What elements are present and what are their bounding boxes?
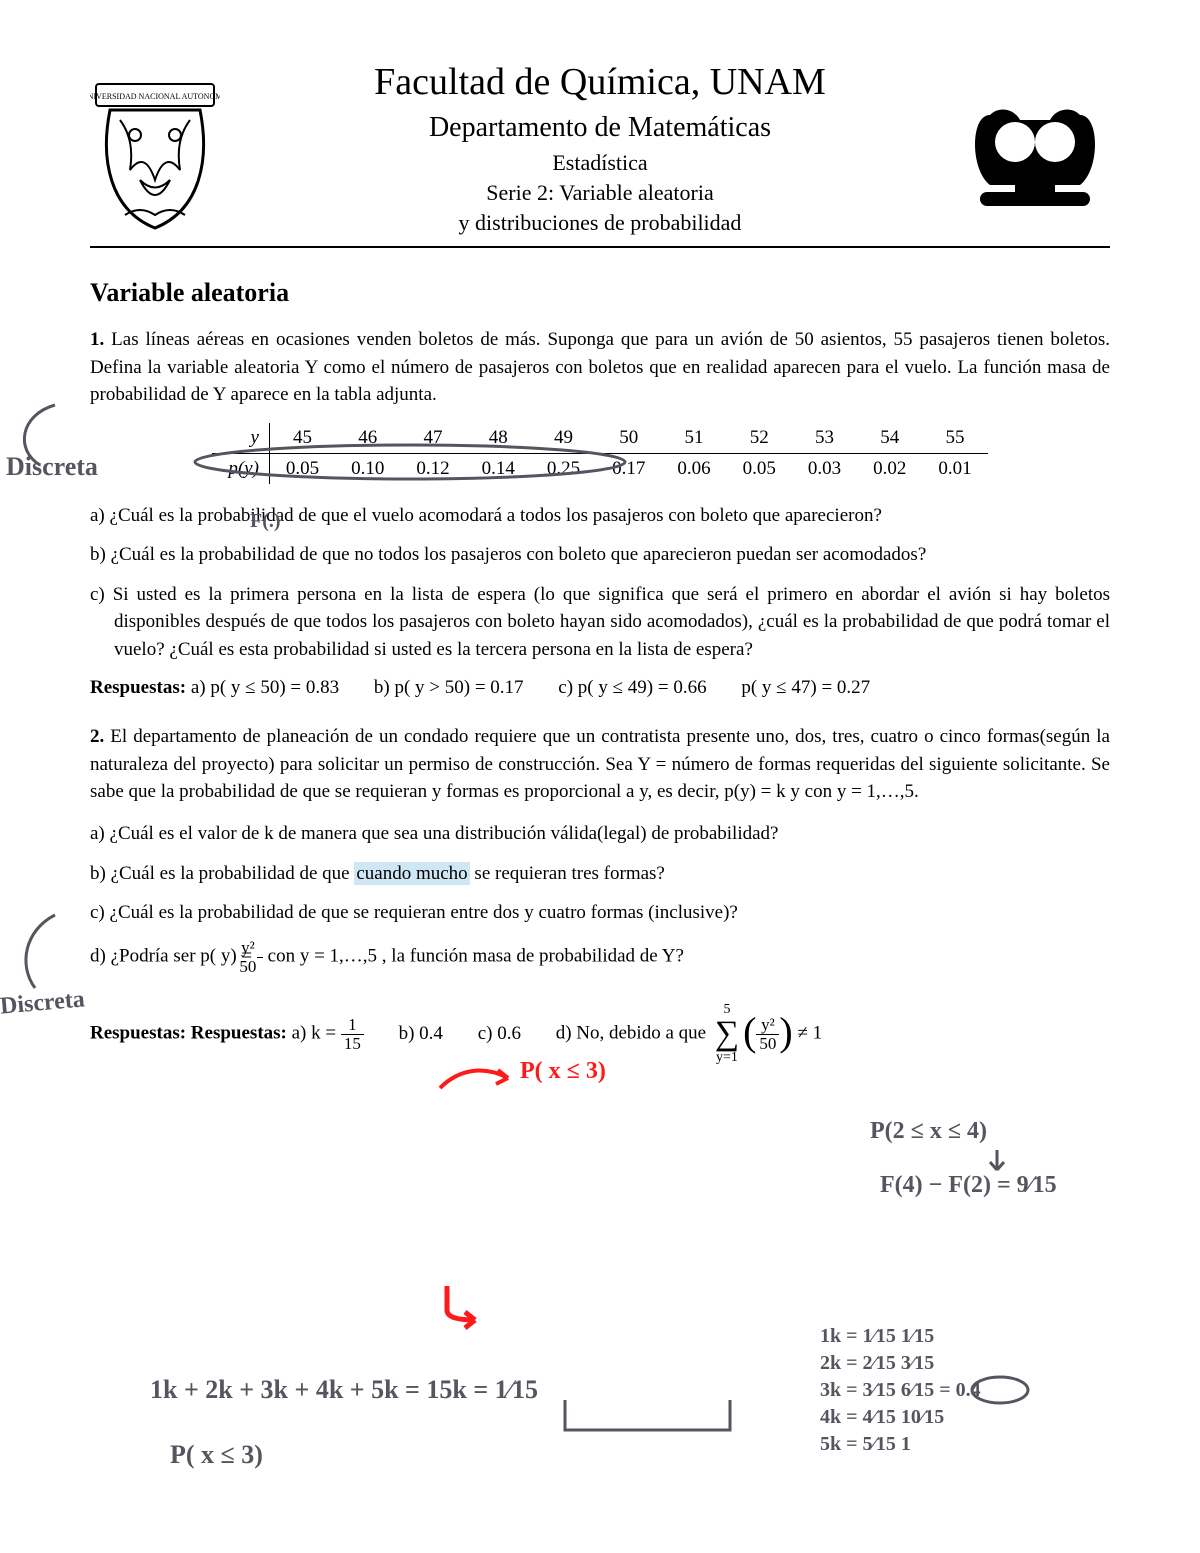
resp-1c2: p( y ≤ 47) = 0.27 bbox=[741, 677, 870, 699]
owl-logo-right bbox=[960, 100, 1110, 220]
header-subtitle: y distribuciones de probabilidad bbox=[90, 210, 1110, 236]
hand-kcol-3: 3k = 3⁄15 6⁄15 = 0.4 bbox=[820, 1379, 981, 1402]
resp-2a: a) k = 115 bbox=[292, 1016, 364, 1053]
resp-2b: b) 0.4 bbox=[399, 1023, 443, 1045]
problem-1-number: 1. bbox=[90, 329, 104, 350]
resp-1a: a) p( y ≤ 50) = 0.83 bbox=[191, 677, 339, 699]
problem-1-c: c) Si usted es la primera persona en la … bbox=[114, 581, 1110, 664]
hand-kcol-4: 4k = 4⁄15 10⁄15 bbox=[820, 1406, 944, 1429]
hand-kcol-2: 2k = 2⁄15 3⁄15 bbox=[820, 1352, 934, 1375]
problem-2-responses: Respuestas: Respuestas: a) k = 115 b) 0.… bbox=[90, 1003, 1110, 1065]
problem-2-text: 2. El departamento de planeación de un c… bbox=[90, 723, 1110, 806]
problem-2-c: c) ¿Cuál es la probabilidad de que se re… bbox=[114, 899, 1110, 927]
hand-bracket bbox=[560, 1395, 740, 1445]
problem-2-body: El departamento de planeación de un cond… bbox=[90, 726, 1110, 802]
resp-1c1: c) p( y ≤ 49) = 0.66 bbox=[558, 677, 706, 699]
problem-1-text: 1. Las líneas aéreas en ocasiones venden… bbox=[90, 326, 1110, 409]
hand-pxle3b: P( x ≤ 3) bbox=[170, 1440, 263, 1470]
header-title: Facultad de Química, UNAM bbox=[90, 60, 1110, 104]
header-dept: Departamento de Matemáticas bbox=[90, 112, 1110, 144]
problem-1-b: b) ¿Cuál es la probabilidad de que no to… bbox=[114, 541, 1110, 569]
resp-label: Respuestas: bbox=[90, 677, 186, 698]
hand-discreta-2: Discreta bbox=[0, 986, 86, 1020]
problem-1-table-wrap: y 45 46 47 48 49 50 51 52 53 54 55 p(y) … bbox=[90, 423, 1110, 484]
summation: 5∑y=1 ( y²50 ) bbox=[711, 1003, 793, 1065]
problem-2-d: d) ¿Podría ser p( y) = y²50 con y = 1,…,… bbox=[114, 939, 1110, 976]
resp-2d: d) No, debido a que 5∑y=1 ( y²50 ) ≠ 1 bbox=[556, 1003, 822, 1065]
problem-1-a: a) ¿Cuál es la probabilidad de que el vu… bbox=[114, 502, 1110, 530]
problem-1-body: Las líneas aéreas en ocasiones venden bo… bbox=[90, 329, 1110, 405]
problem-1-responses: Respuestas: a) p( y ≤ 50) = 0.83 b) p( y… bbox=[90, 677, 1110, 699]
header-serie: Serie 2: Variable aleatoria bbox=[90, 180, 1110, 206]
work-space bbox=[90, 1089, 1110, 1249]
table-row-py: p(y) 0.05 0.10 0.12 0.14 0.25 0.17 0.06 … bbox=[212, 453, 987, 484]
problem-1-table: y 45 46 47 48 49 50 51 52 53 54 55 p(y) … bbox=[212, 423, 987, 484]
table-py-label: p(y) bbox=[212, 453, 269, 484]
hand-discreta-1: Discreta bbox=[6, 452, 98, 482]
problem-2-b: b) ¿Cuál es la probabilidad de que cuand… bbox=[114, 860, 1110, 888]
page-header: UNIVERSIDAD NACIONAL AUTONOMA Facultad d… bbox=[90, 60, 1110, 248]
resp-1b: b) p( y > 50) = 0.17 bbox=[374, 677, 524, 699]
hand-arrow-red-04 bbox=[435, 1280, 495, 1330]
hand-kcol-5: 5k = 5⁄15 1 bbox=[820, 1433, 911, 1456]
svg-text:UNIVERSIDAD NACIONAL AUTONOMA: UNIVERSIDAD NACIONAL AUTONOMA bbox=[90, 92, 220, 101]
unam-logo-left: UNIVERSIDAD NACIONAL AUTONOMA bbox=[90, 80, 220, 230]
header-course: Estadística bbox=[90, 150, 1110, 176]
problem-2-a: a) ¿Cuál es el valor de k de manera que … bbox=[114, 820, 1110, 848]
table-row-y: y 45 46 47 48 49 50 51 52 53 54 55 bbox=[212, 423, 987, 454]
hand-circle-615 bbox=[970, 1375, 1040, 1405]
table-y-label: y bbox=[212, 423, 269, 454]
resp2-label: Respuestas: Respuestas: bbox=[90, 1023, 287, 1044]
hand-kcol-1: 1k = 1⁄15 1⁄15 bbox=[820, 1325, 934, 1348]
section-title: Variable aleatoria bbox=[90, 278, 1110, 308]
hand-eq-sum: 1k + 2k + 3k + 4k + 5k = 15k = 1⁄15 bbox=[150, 1375, 538, 1405]
problem-2-number: 2. bbox=[90, 726, 104, 747]
resp-2c: c) 0.6 bbox=[478, 1023, 521, 1045]
highlight-cuando-mucho: cuando mucho bbox=[354, 862, 469, 885]
